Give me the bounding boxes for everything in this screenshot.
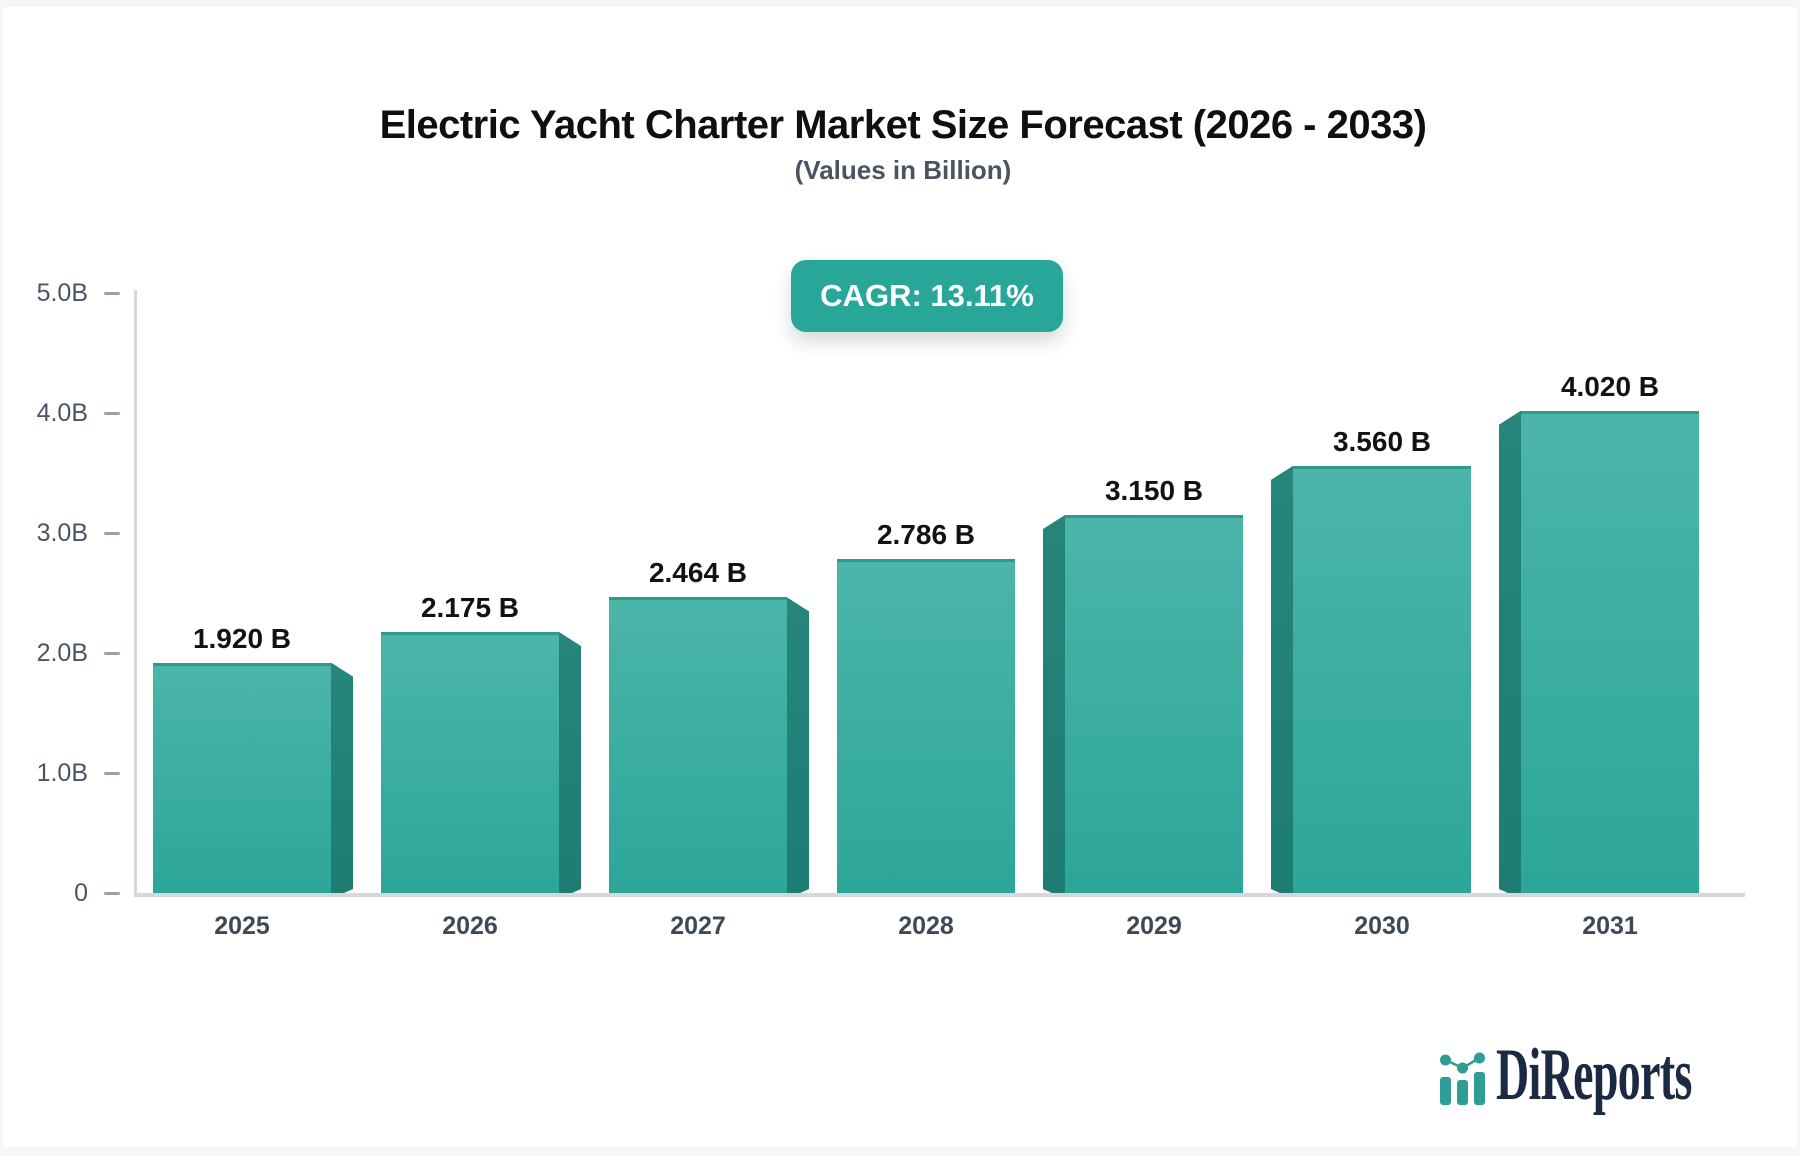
bar-3d-side bbox=[787, 597, 809, 893]
bar-line-chart-icon bbox=[1440, 1052, 1485, 1105]
chart-card: Electric Yacht Charter Market Size Forec… bbox=[3, 7, 1797, 1147]
bar-group-2028: 2.786 B 2028 bbox=[826, 520, 1026, 940]
bar-value-label: 2.175 B bbox=[420, 592, 520, 623]
direports-logo: DiReports bbox=[1438, 1034, 1800, 1123]
bar-group-2026: 2.175 B 2026 bbox=[370, 594, 570, 940]
y-axis-tick-mark bbox=[104, 291, 120, 295]
y-axis-tick-label: 0 bbox=[74, 878, 88, 907]
bar-3d-side bbox=[1271, 466, 1293, 893]
bar-group-2025: 1.920 B 2025 bbox=[142, 624, 342, 940]
bar-face bbox=[837, 558, 1015, 893]
chart-title: Electric Yacht Charter Market Size Forec… bbox=[379, 103, 1427, 147]
bar-face bbox=[153, 662, 331, 893]
cagr-badge-label: CAGR: 13.11% bbox=[820, 278, 1034, 313]
y-axis-tick-label: 3.0B bbox=[36, 518, 88, 547]
y-axis-tick-mark bbox=[104, 771, 120, 775]
bar-face bbox=[1065, 515, 1243, 893]
chart-subtitle: (Values in Billion) bbox=[794, 155, 1012, 185]
bar-value-label: 3.560 B bbox=[1332, 425, 1432, 457]
y-axis-tick-label: 2.0B bbox=[36, 638, 88, 667]
bar-value-label: 2.786 B bbox=[876, 518, 976, 550]
bar-3d-side bbox=[1043, 515, 1065, 893]
bar-face bbox=[609, 597, 787, 893]
bar-3d-side bbox=[559, 632, 581, 893]
x-axis-label: 2031 bbox=[1582, 912, 1638, 940]
y-axis-tick-label: 4.0B bbox=[36, 398, 88, 427]
bar-face bbox=[381, 632, 559, 893]
y-axis-tick-mark bbox=[104, 531, 120, 535]
y-axis-tick: 2.0B bbox=[3, 638, 120, 668]
y-axis-tick-label: 1.0B bbox=[36, 758, 88, 787]
y-axis-tick: 3.0B bbox=[3, 518, 120, 548]
cagr-badge: CAGR: 13.11% bbox=[791, 260, 1063, 332]
bar-3d-side bbox=[331, 663, 353, 893]
y-axis-tick-mark bbox=[104, 411, 120, 415]
y-axis-tick: 4.0B bbox=[3, 398, 120, 428]
x-axis-label: 2027 bbox=[670, 912, 726, 940]
x-axis-baseline bbox=[134, 893, 1745, 897]
y-axis-tick-mark bbox=[104, 651, 120, 655]
bar-face bbox=[1293, 465, 1471, 893]
x-axis-label: 2029 bbox=[1126, 912, 1182, 940]
bar-group-2029: 3.150 B 2029 bbox=[1054, 477, 1254, 940]
x-axis-label: 2025 bbox=[214, 912, 270, 940]
bar-value-label: 2.464 B bbox=[648, 557, 748, 589]
y-axis-tick-label: 5.0B bbox=[36, 278, 88, 307]
bar-value-label: 3.150 B bbox=[1104, 475, 1204, 506]
y-axis-tick-mark bbox=[104, 891, 120, 895]
bar-3d-side bbox=[1499, 411, 1521, 893]
bar-group-2031: 4.020 B 2031 bbox=[1510, 372, 1710, 940]
y-axis-line bbox=[134, 290, 137, 897]
bar-face bbox=[1521, 410, 1699, 893]
bar-value-label: 1.920 B bbox=[192, 622, 292, 654]
bar-group-2027: 2.464 B 2027 bbox=[598, 559, 798, 940]
y-axis-tick: 1.0B bbox=[3, 758, 120, 788]
logo-text: DiReports bbox=[1496, 1034, 1692, 1116]
x-axis-label: 2030 bbox=[1354, 912, 1410, 940]
bar-group-2030: 3.560 B 2030 bbox=[1282, 427, 1482, 940]
x-axis-label: 2026 bbox=[442, 912, 498, 940]
bar-chart: 5.0B 4.0B 3.0B 2.0B 1.0B 0 1.920 B 2025 2.175 B… bbox=[37, 280, 1745, 940]
y-axis-tick: 5.0B bbox=[3, 278, 120, 308]
bar-value-label: 4.020 B bbox=[1560, 370, 1660, 402]
x-axis-label: 2028 bbox=[898, 912, 954, 940]
y-axis-tick: 0 bbox=[3, 878, 120, 908]
